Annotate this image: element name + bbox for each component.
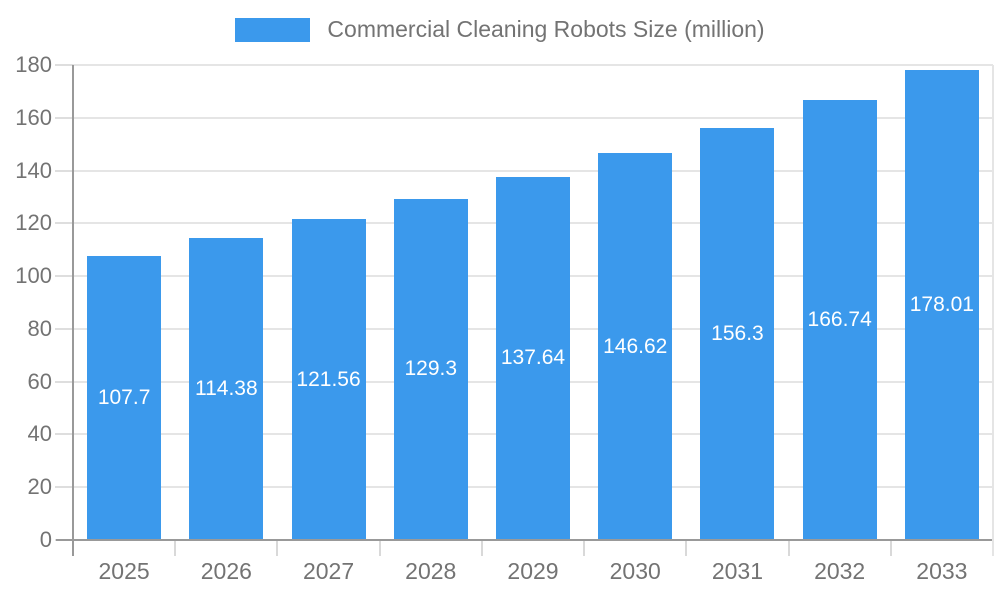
bar-value-label-2028: 129.3: [404, 357, 458, 381]
y-tick-label-20: 20: [27, 474, 52, 500]
x-boundary-tick-6: [685, 540, 688, 556]
legend-swatch: [235, 17, 311, 42]
bar-2033[interactable]: 178.01: [904, 70, 979, 540]
x-boundary-tick-7: [787, 540, 790, 556]
x-boundary-tick-4: [480, 540, 483, 556]
plot-right-border: [992, 65, 994, 556]
y-tick-100: [55, 275, 73, 278]
y-axis-line: [72, 65, 74, 556]
x-tick-label-2033: 2033: [916, 558, 968, 584]
bar-2029[interactable]: 137.64: [496, 176, 570, 540]
y-tick-label-120: 120: [15, 210, 52, 236]
gridline-180: [73, 64, 993, 66]
gridline-160: [73, 116, 993, 119]
x-axis-line: [56, 539, 993, 541]
bar-value-label-2030: 146.62: [603, 334, 668, 358]
y-tick-label-100: 100: [15, 263, 52, 289]
bar-2032[interactable]: 166.74: [802, 99, 877, 540]
y-tick-label-180: 180: [15, 52, 52, 77]
y-tick-label-140: 140: [15, 157, 52, 183]
legend-label: Commercial Cleaning Robots Size (million…: [327, 16, 765, 42]
x-tick-label-2027: 2027: [302, 558, 355, 584]
gridline-140: [73, 169, 993, 172]
y-tick-60: [55, 380, 73, 383]
x-boundary-tick-1: [174, 540, 177, 556]
bar-value-label-2033: 178.01: [909, 293, 974, 317]
x-tick-label-2026: 2026: [200, 558, 252, 584]
x-boundary-tick-8: [889, 540, 892, 556]
y-tick-180: [55, 64, 73, 66]
x-boundary-tick-2: [276, 540, 279, 556]
y-tick-label-0: 0: [39, 527, 52, 552]
x-tick-label-2029: 2029: [507, 558, 559, 584]
bar-value-label-2027: 121.56: [296, 367, 361, 391]
y-tick-120: [55, 222, 73, 225]
chart-legend: Commercial Cleaning Robots Size (million…: [0, 16, 1000, 43]
legend-item[interactable]: Commercial Cleaning Robots Size (million…: [235, 16, 765, 43]
x-tick-label-2032: 2032: [814, 558, 866, 584]
y-tick-80: [55, 327, 73, 330]
bar-value-label-2029: 137.64: [500, 346, 566, 370]
y-tick-label-40: 40: [27, 421, 52, 447]
bar-value-label-2026: 114.38: [194, 377, 258, 401]
bar-2031[interactable]: 156.3: [700, 127, 775, 540]
x-boundary-tick-3: [378, 540, 381, 556]
y-tick-label-60: 60: [27, 368, 52, 394]
x-tick-label-2028: 2028: [405, 558, 457, 584]
bar-2027[interactable]: 121.56: [291, 219, 366, 540]
y-tick-label-80: 80: [27, 315, 52, 341]
x-tick-label-2031: 2031: [711, 558, 764, 584]
y-tick-label-160: 160: [15, 104, 52, 130]
bar-2028[interactable]: 129.3: [393, 198, 468, 540]
y-tick-20: [55, 486, 73, 489]
x-boundary-tick-5: [583, 540, 586, 556]
bar-value-label-2031: 156.3: [711, 321, 764, 345]
bar-2025[interactable]: 107.7: [87, 255, 162, 540]
x-tick-label-2030: 2030: [609, 558, 661, 584]
y-tick-140: [55, 169, 73, 172]
bar-value-label-2032: 166.74: [807, 307, 872, 331]
bar-2026[interactable]: 114.38: [189, 238, 264, 540]
bar-value-label-2025: 107.7: [97, 385, 151, 409]
bar-2030[interactable]: 146.62: [598, 153, 673, 540]
x-tick-label-2025: 2025: [98, 558, 150, 584]
y-tick-40: [55, 433, 73, 436]
y-tick-160: [55, 116, 73, 119]
